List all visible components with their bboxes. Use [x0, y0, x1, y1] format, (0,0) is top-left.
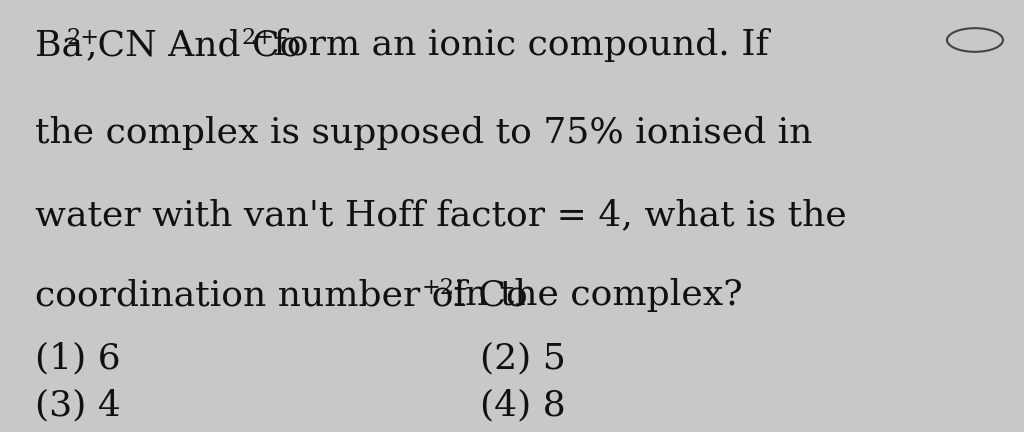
Text: (4) 8: (4) 8: [480, 388, 565, 422]
Text: (3) 4: (3) 4: [35, 388, 121, 422]
Text: Ba: Ba: [35, 28, 83, 62]
Text: in the complex?: in the complex?: [441, 278, 742, 312]
Text: coordination number of Co: coordination number of Co: [35, 278, 527, 312]
Text: water with van't Hoff factor = 4, what is the: water with van't Hoff factor = 4, what i…: [35, 198, 847, 232]
Text: +2: +2: [422, 277, 455, 299]
Text: (2) 5: (2) 5: [480, 341, 566, 375]
Text: ,CN And Co: ,CN And Co: [86, 28, 301, 62]
Text: 2+: 2+: [242, 27, 275, 49]
Text: (1) 6: (1) 6: [35, 341, 121, 375]
Text: form an ionic compound. If: form an ionic compound. If: [262, 28, 769, 62]
Text: 2+: 2+: [67, 27, 99, 49]
Text: the complex is supposed to 75% ionised in: the complex is supposed to 75% ionised i…: [35, 116, 812, 150]
